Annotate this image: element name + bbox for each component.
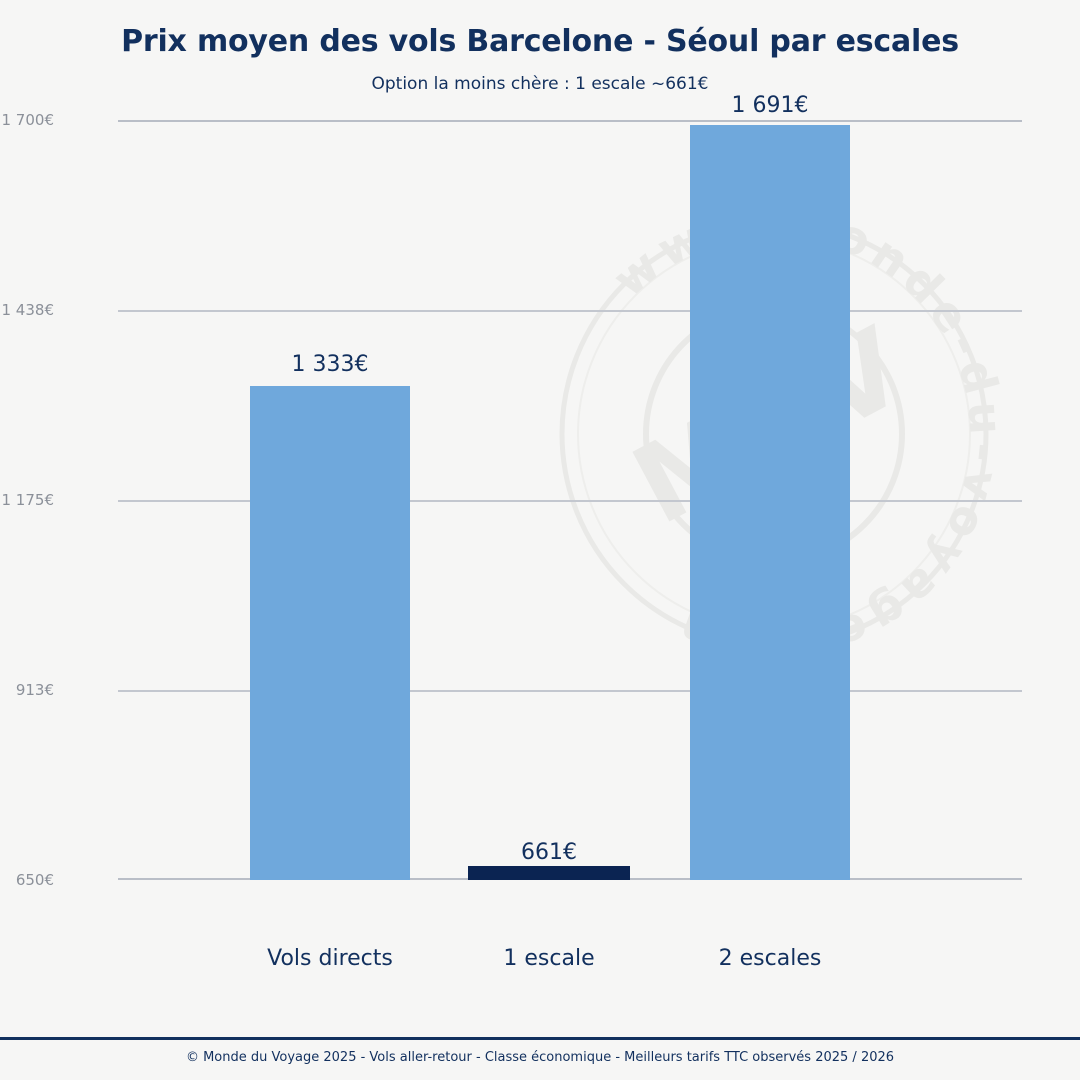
bar-1-escale[interactable]	[468, 866, 630, 880]
bar-value-vols-directs: 1 333€	[291, 352, 369, 377]
x-axis-category-2-escales: 2 escales	[718, 946, 822, 971]
footer-credit: © Monde du Voyage 2025 - Vols aller-reto…	[185, 1050, 895, 1065]
y-axis-label-1438: 1 438€	[1, 301, 55, 319]
y-axis-label-1700: 1 700€	[1, 111, 55, 129]
x-axis-category-1-escale: 1 escale	[503, 946, 595, 971]
x-axis-category-vols-directs: Vols directs	[267, 946, 393, 971]
gridline-1438	[118, 310, 1022, 312]
gridline-913	[118, 690, 1022, 692]
chart-title: Prix moyen des vols Barcelone - Séoul pa…	[121, 24, 959, 59]
footer-divider	[0, 1037, 1080, 1040]
bar-value-1-escale: 661€	[521, 840, 577, 865]
y-axis-label-913: 913€	[15, 681, 54, 699]
y-axis-label-650: 650€	[15, 871, 54, 889]
y-axis-label-1175: 1 175€	[1, 491, 55, 509]
plot-area	[118, 120, 1022, 880]
bar-vols-directs[interactable]	[250, 386, 410, 880]
bar-value-2-escales: 1 691€	[731, 93, 809, 118]
chart-subtitle: Option la moins chère : 1 escale ~661€	[371, 74, 709, 94]
gridline-1700	[118, 120, 1022, 122]
bar-2-escales[interactable]	[690, 125, 850, 880]
